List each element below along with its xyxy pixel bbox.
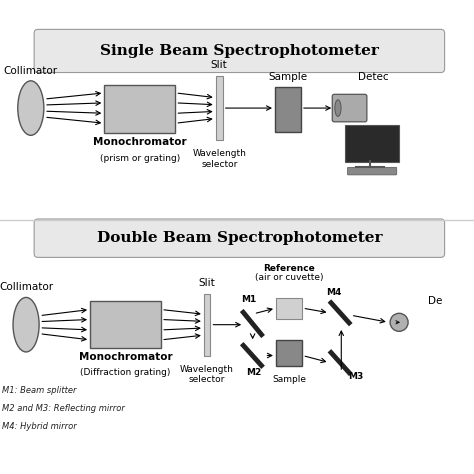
Text: M4: M4: [327, 288, 342, 297]
Text: Slit: Slit: [199, 278, 216, 288]
FancyBboxPatch shape: [276, 340, 302, 366]
Text: (air or cuvette): (air or cuvette): [255, 273, 323, 282]
Text: M3: M3: [348, 372, 363, 381]
FancyBboxPatch shape: [276, 298, 302, 319]
Text: (prism or grating): (prism or grating): [100, 154, 180, 163]
Text: Sample: Sample: [272, 375, 306, 384]
FancyBboxPatch shape: [34, 29, 445, 73]
FancyBboxPatch shape: [345, 125, 399, 162]
Text: Collimator: Collimator: [0, 282, 53, 292]
Text: Detec: Detec: [358, 72, 389, 82]
FancyBboxPatch shape: [347, 167, 397, 175]
Text: Slit: Slit: [211, 60, 228, 70]
Text: Single Beam Spectrophotometer: Single Beam Spectrophotometer: [100, 44, 379, 58]
Ellipse shape: [390, 313, 408, 331]
FancyBboxPatch shape: [204, 294, 210, 356]
Text: M4: Hybrid mirror: M4: Hybrid mirror: [2, 422, 77, 431]
Text: Monochromator: Monochromator: [93, 137, 187, 146]
Text: M2 and M3: Reflecting mirror: M2 and M3: Reflecting mirror: [2, 404, 125, 413]
FancyBboxPatch shape: [216, 76, 223, 140]
Ellipse shape: [13, 298, 39, 352]
Text: Double Beam Spectrophotometer: Double Beam Spectrophotometer: [97, 231, 382, 245]
FancyBboxPatch shape: [332, 94, 367, 122]
Text: M1: M1: [241, 295, 256, 304]
FancyBboxPatch shape: [90, 301, 161, 348]
Text: Wavelength
selector: Wavelength selector: [192, 149, 246, 169]
FancyBboxPatch shape: [275, 87, 301, 132]
Text: De: De: [428, 296, 442, 306]
FancyBboxPatch shape: [34, 219, 445, 257]
FancyBboxPatch shape: [104, 85, 175, 133]
Text: (Diffraction grating): (Diffraction grating): [81, 368, 171, 377]
Text: Reference: Reference: [263, 264, 315, 273]
Ellipse shape: [18, 81, 44, 136]
Text: Monochromator: Monochromator: [79, 352, 173, 362]
Text: Sample: Sample: [268, 72, 308, 82]
Text: M2: M2: [246, 368, 261, 377]
Ellipse shape: [335, 100, 341, 116]
Text: Collimator: Collimator: [4, 66, 58, 76]
Text: Wavelength
selector: Wavelength selector: [180, 365, 234, 384]
Text: M1: Beam splitter: M1: Beam splitter: [2, 386, 77, 395]
